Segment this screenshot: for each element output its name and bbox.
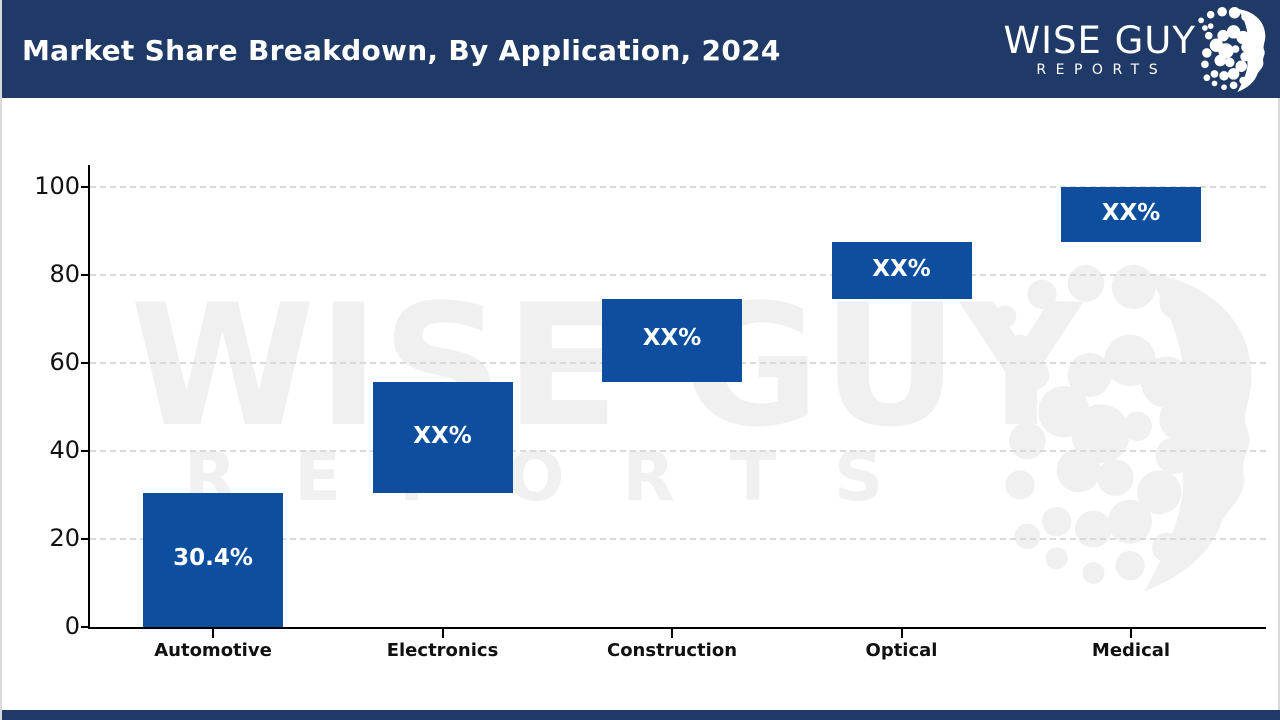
bar-value-label: XX% — [872, 255, 931, 282]
logo-subtitle: REPORTS — [1036, 62, 1168, 79]
bar-value-label: XX% — [642, 325, 702, 352]
bar-value-label: XX% — [1101, 199, 1161, 226]
y-axis-tick-label: 100 — [34, 172, 80, 200]
footer-bar — [2, 710, 1280, 720]
y-axis-tick-mark — [81, 538, 90, 540]
header-bar: Market Share Breakdown, By Application, … — [2, 0, 1280, 98]
bar-value-label: XX% — [413, 422, 472, 449]
bar-construction — [602, 298, 742, 382]
x-axis-tick-mark — [1130, 629, 1132, 638]
y-axis-tick-mark — [81, 450, 90, 452]
x-axis-category-label: Medical — [1091, 640, 1171, 661]
gridline — [90, 274, 1266, 276]
x-axis-line — [88, 627, 1266, 629]
wise-guy-reports-logo: WISE GUY REPORTS — [1004, 6, 1268, 94]
x-axis-category-label: Optical — [865, 640, 938, 661]
x-axis-tick-mark — [441, 629, 444, 638]
bar-medical — [1061, 187, 1201, 243]
logo-text: WISE GUY REPORTS — [1003, 18, 1196, 79]
bar-automotive — [143, 493, 283, 627]
y-axis-tick-mark — [81, 626, 90, 628]
x-axis-category-label: Automotive — [154, 640, 272, 661]
bar-electronics — [372, 381, 513, 494]
y-axis-tick-label: 0 — [64, 612, 80, 640]
bar-value-label: 30.4% — [173, 545, 253, 572]
y-axis-tick-label: 40 — [49, 436, 80, 464]
watermark-head-icon — [994, 265, 1252, 592]
logo-wordmark: WISE GUY — [1003, 18, 1196, 62]
bar-optical — [831, 242, 972, 299]
gridline — [90, 186, 1266, 188]
y-axis-tick-mark — [81, 186, 90, 188]
x-axis-tick-mark — [671, 629, 673, 638]
y-axis-tick-mark — [81, 362, 90, 364]
gridline — [90, 450, 1266, 452]
x-axis-tick-mark — [900, 629, 903, 638]
gridline — [90, 538, 1266, 540]
x-axis-tick-mark — [212, 629, 214, 638]
y-axis-tick-label: 20 — [49, 524, 80, 552]
chart-title: Market Share Breakdown, By Application, … — [22, 34, 781, 67]
y-axis-tick-label: 60 — [49, 348, 80, 376]
dotted-head-icon — [1198, 7, 1266, 93]
y-axis-tick-label: 80 — [49, 260, 80, 288]
y-axis-tick-mark — [81, 274, 90, 276]
x-axis-category-label: Electronics — [386, 640, 499, 661]
y-axis-line — [88, 165, 90, 629]
x-axis-category-label: Construction — [606, 640, 738, 661]
